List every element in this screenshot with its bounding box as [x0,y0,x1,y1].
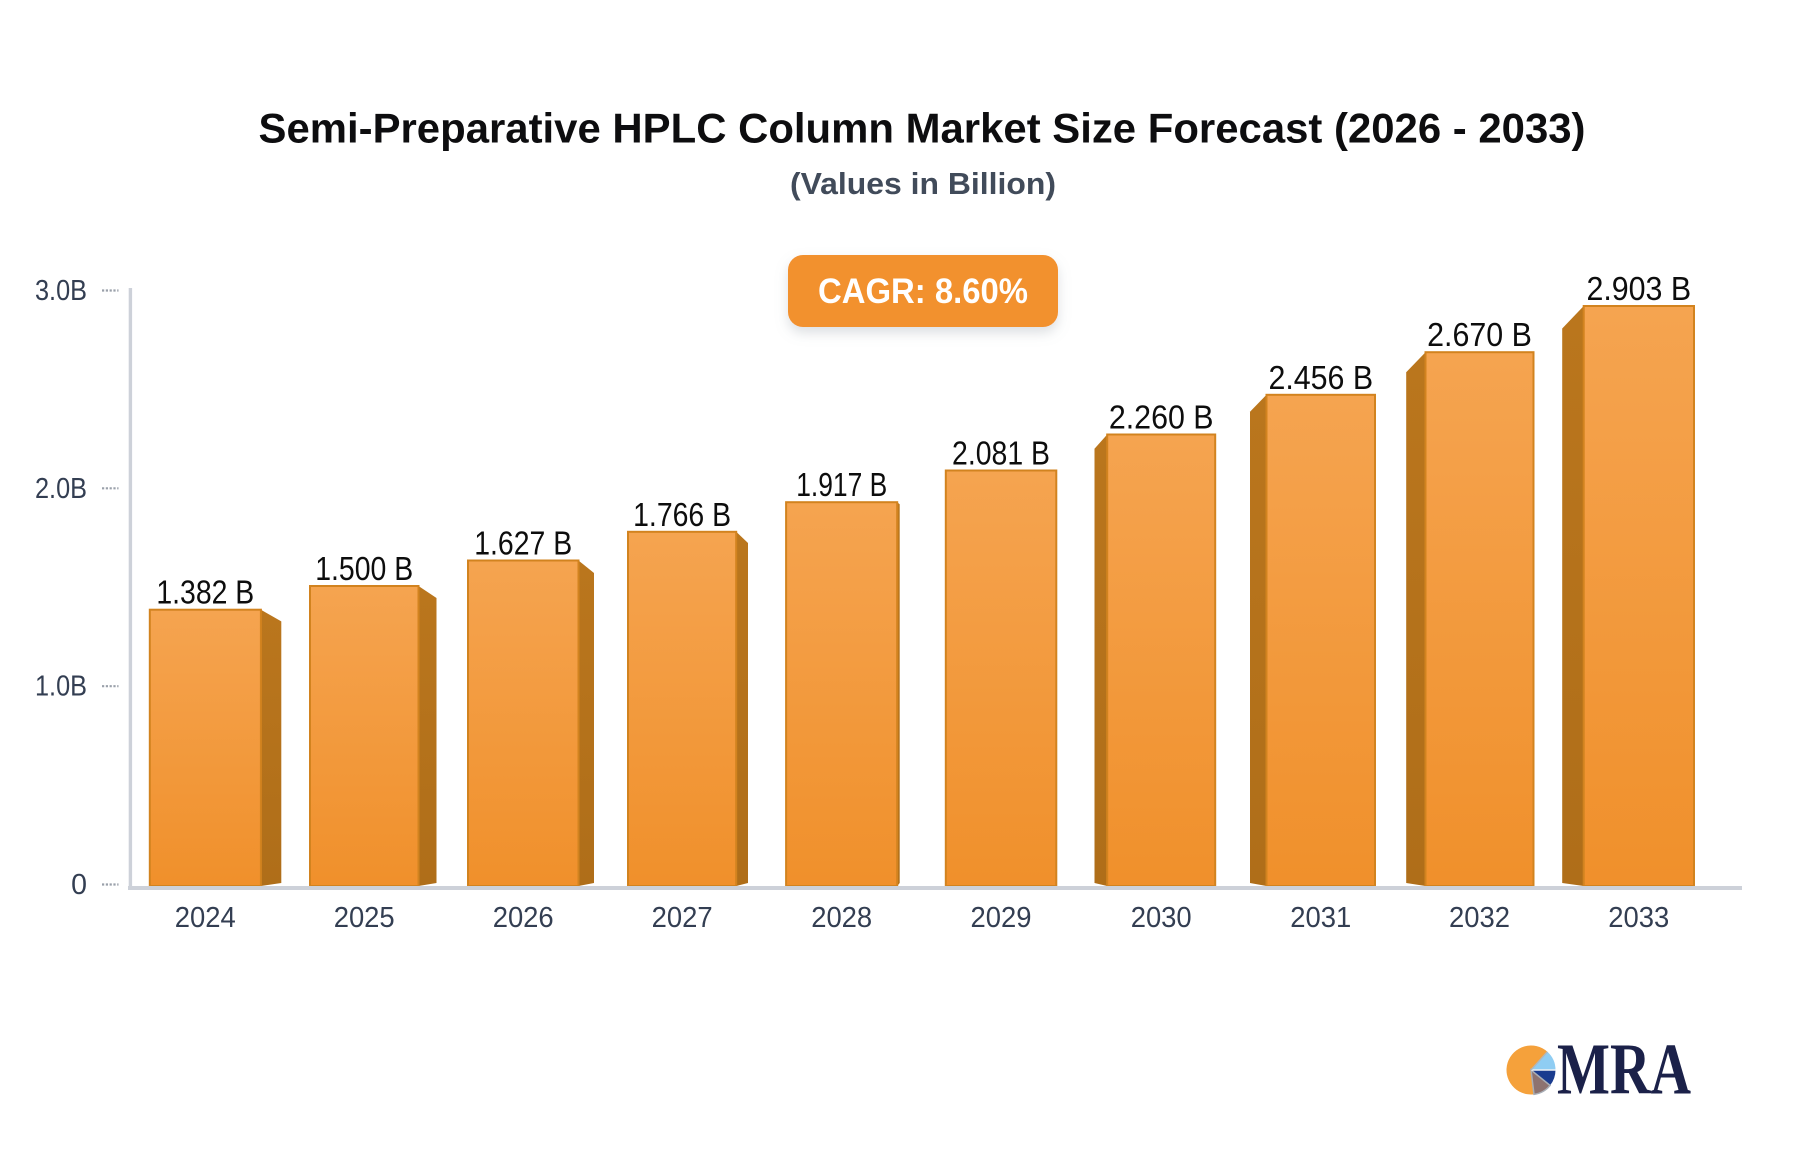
svg-text:1.382 B: 1.382 B [156,575,254,612]
svg-text:1.0B: 1.0B [35,671,87,703]
svg-text:2.0B: 2.0B [35,473,87,505]
svg-text:2033: 2033 [1608,902,1669,934]
svg-text:MRA: MRA [1557,1029,1691,1110]
svg-text:CAGR: 8.60%: CAGR: 8.60% [818,272,1028,311]
svg-text:1.766 B: 1.766 B [633,497,731,534]
svg-text:1.500 B: 1.500 B [315,551,413,588]
svg-text:2026: 2026 [493,902,554,934]
svg-text:2.670 B: 2.670 B [1427,317,1532,354]
svg-text:2032: 2032 [1449,902,1510,934]
svg-text:2.260 B: 2.260 B [1109,400,1214,437]
svg-text:2028: 2028 [811,902,872,934]
svg-text:2.081 B: 2.081 B [952,436,1050,473]
svg-text:0: 0 [71,869,87,901]
svg-text:2031: 2031 [1290,902,1351,934]
svg-text:2027: 2027 [652,902,713,934]
svg-text:1.627 B: 1.627 B [474,526,572,563]
svg-text:3.0B: 3.0B [35,275,87,307]
svg-text:(Values in Billion): (Values in Billion) [790,167,1056,201]
svg-text:2030: 2030 [1131,902,1192,934]
svg-text:2025: 2025 [334,902,395,934]
svg-text:2.903 B: 2.903 B [1586,271,1691,308]
svg-text:2.456 B: 2.456 B [1268,360,1373,397]
svg-text:Semi-Preparative HPLC Column M: Semi-Preparative HPLC Column Market Size… [259,106,1586,152]
svg-text:2029: 2029 [971,902,1032,934]
svg-text:2024: 2024 [175,902,236,934]
svg-text:1.917 B: 1.917 B [796,467,887,504]
